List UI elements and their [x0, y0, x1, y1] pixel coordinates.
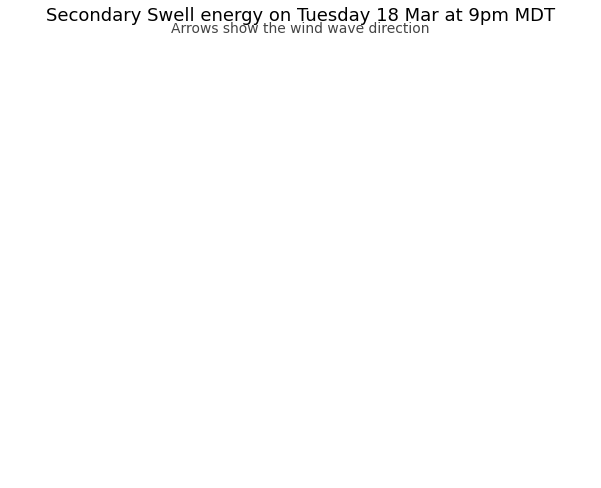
Text: cartopy required: cartopy required	[207, 262, 392, 282]
Text: Secondary Swell energy on Tuesday 18 Mar at 9pm MDT: Secondary Swell energy on Tuesday 18 Mar…	[46, 7, 555, 25]
Text: Arrows show the wind wave direction: Arrows show the wind wave direction	[171, 22, 430, 36]
